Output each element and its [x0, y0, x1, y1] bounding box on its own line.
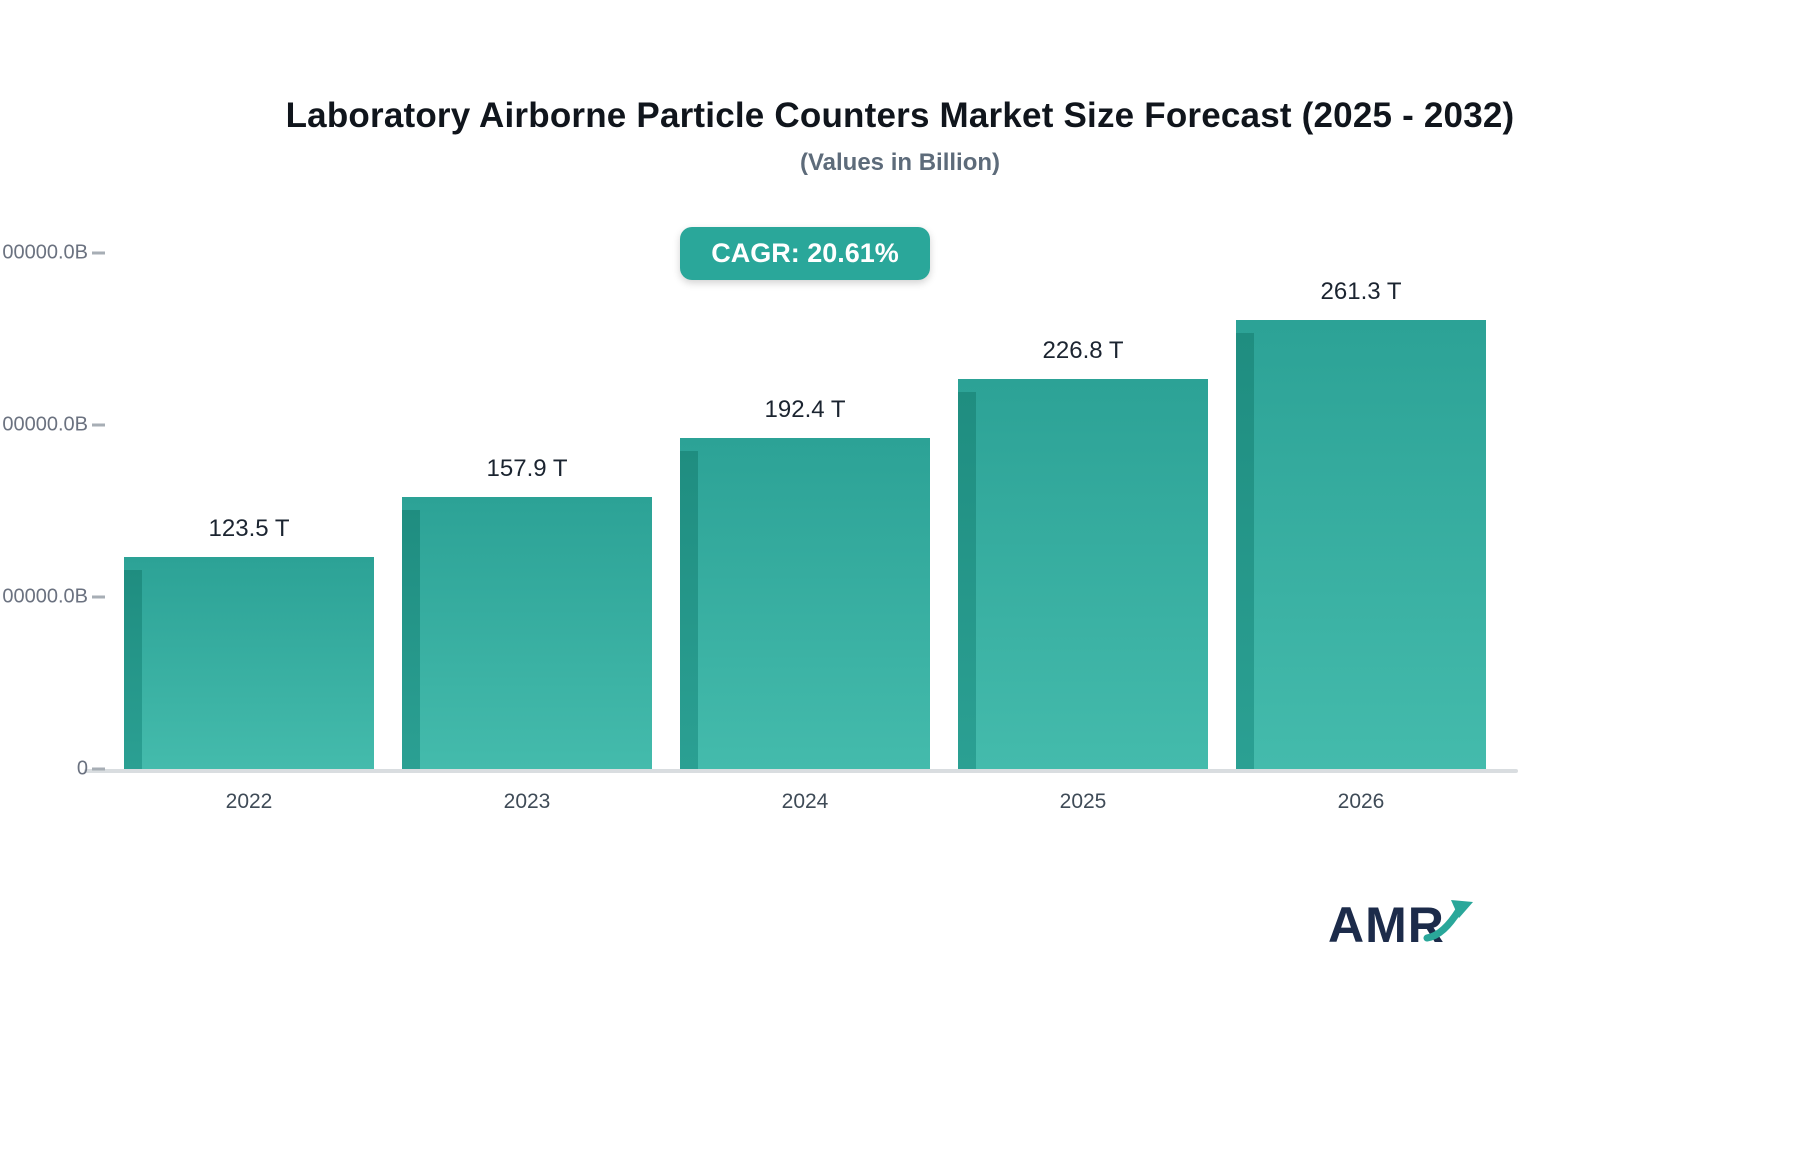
bar-value-label: 192.4 T [764, 396, 846, 423]
x-axis-label: 2025 [1059, 790, 1107, 813]
bar-value-label: 123.5 T [208, 515, 290, 542]
bar-2023[interactable] [402, 497, 652, 769]
bar-value-label: 261.3 T [1320, 278, 1402, 305]
y-axis-tick [92, 767, 105, 771]
x-axis-line [84, 769, 1518, 773]
cagr-badge: CAGR: 20.61% [680, 227, 930, 280]
logo-text: AMR [1328, 897, 1445, 953]
bar-2025[interactable] [958, 379, 1208, 769]
x-axis-label: 2024 [781, 790, 829, 813]
y-axis-label: 00000.0B [2, 413, 88, 436]
bar-value-label: 226.8 T [1042, 337, 1124, 364]
amr-logo: AMR [1328, 896, 1473, 954]
y-axis-tick [92, 251, 105, 255]
x-axis-label: 2026 [1337, 790, 1385, 813]
y-axis-tick [92, 423, 105, 427]
x-axis-label: 2022 [225, 790, 273, 813]
bar-2026[interactable] [1236, 320, 1486, 769]
y-axis-tick [92, 595, 105, 599]
x-axis-label: 2023 [503, 790, 551, 813]
y-axis-label: 00000.0B [2, 241, 88, 264]
logo-arrow-icon [1423, 900, 1473, 942]
y-axis-label: 0 [76, 757, 88, 780]
bar-2022[interactable] [124, 557, 374, 769]
chart-title: Laboratory Airborne Particle Counters Ma… [285, 96, 1515, 135]
y-axis-label: 00000.0B [2, 585, 88, 608]
bar-2024[interactable] [680, 438, 930, 769]
chart-subtitle: (Values in Billion) [799, 149, 1001, 176]
bar-value-label: 157.9 T [486, 455, 568, 482]
